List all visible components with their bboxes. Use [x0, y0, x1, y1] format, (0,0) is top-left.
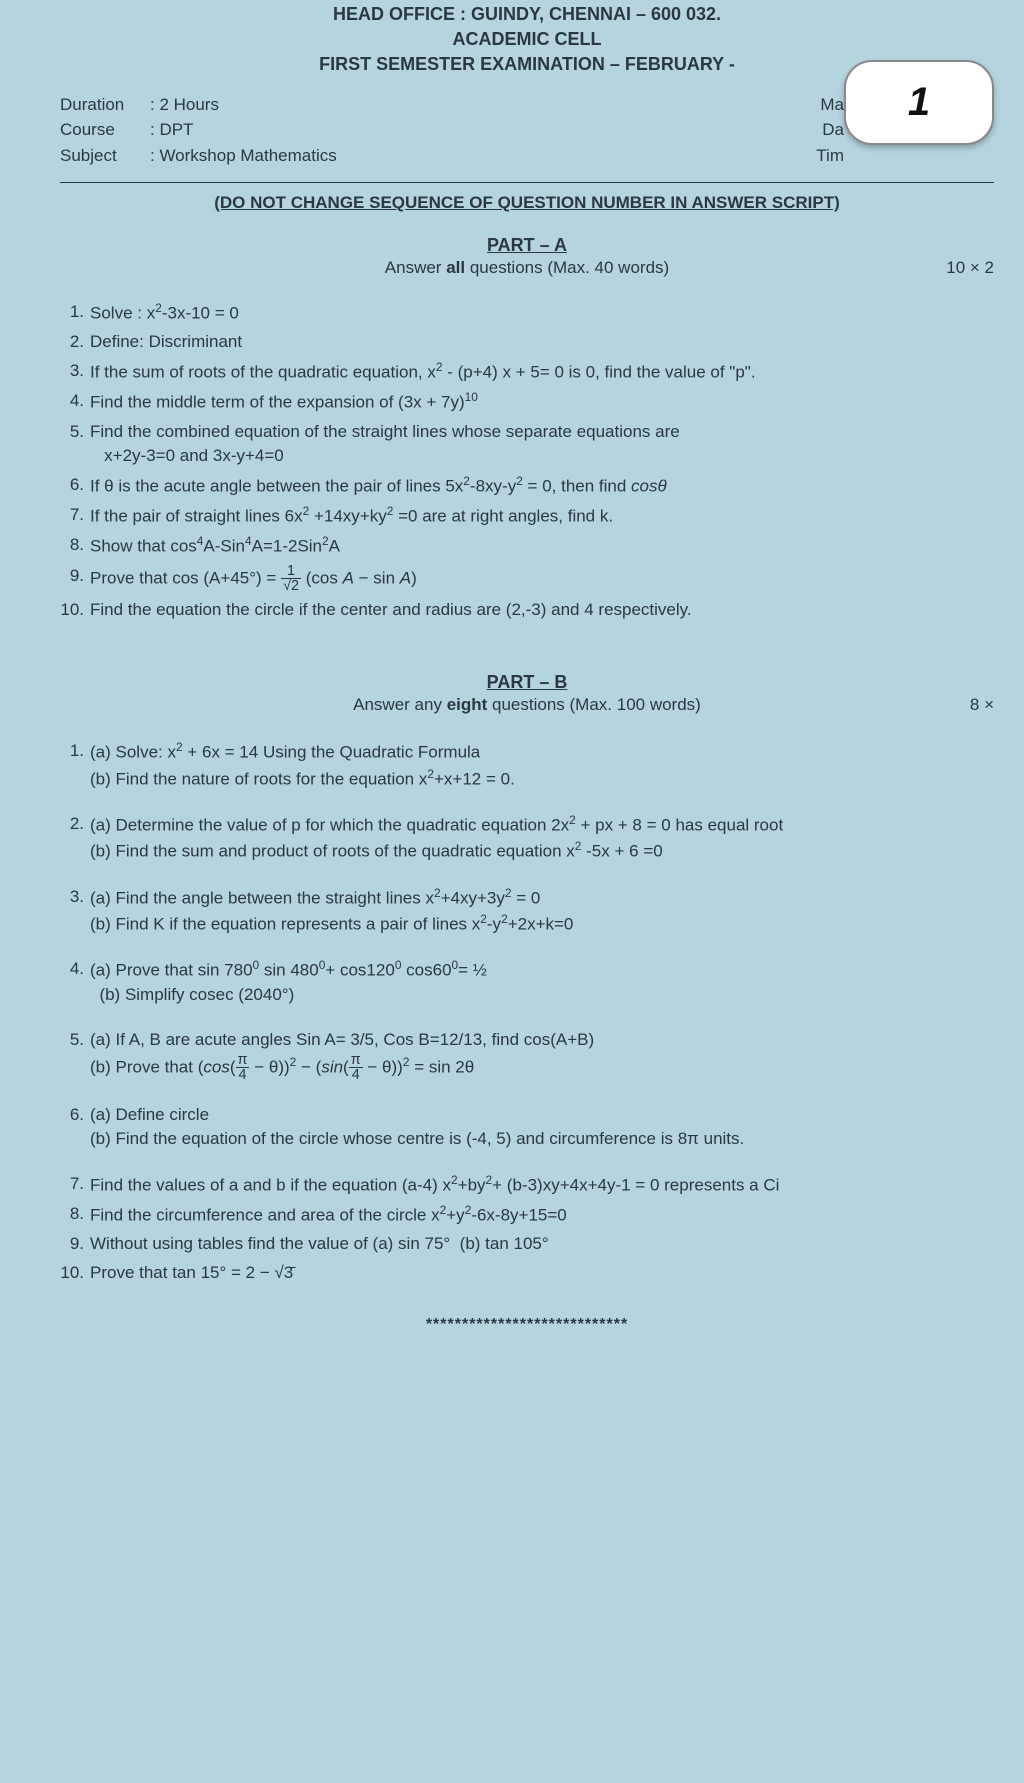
- header-office: HEAD OFFICE : GUINDY, CHENNAI – 600 032.: [60, 2, 994, 27]
- question-b5: 5.(a) If A, B are acute angles Sin A= 3/…: [60, 1028, 994, 1083]
- question-b8: 8.Find the circumference and area of the…: [60, 1202, 994, 1228]
- course-label: Course: [60, 117, 150, 143]
- instruction-line: (DO NOT CHANGE SEQUENCE OF QUESTION NUMB…: [60, 193, 994, 213]
- duration-value: : 2 Hours: [150, 95, 219, 114]
- meta-right-2: Da: [816, 117, 844, 143]
- footer-dots: ****************************: [60, 1316, 994, 1334]
- part-b-subtitle: Answer any eight questions (Max. 100 wor…: [60, 695, 994, 715]
- part-b-marks: 8 ×: [970, 695, 994, 715]
- question-a4: 4.Find the middle term of the expansion …: [60, 389, 994, 415]
- question-a6: 6.If θ is the acute angle between the pa…: [60, 473, 994, 499]
- part-b-list: 1.(a) Solve: x2 + 6x = 14 Using the Quad…: [60, 739, 994, 1285]
- question-b1: 1.(a) Solve: x2 + 6x = 14 Using the Quad…: [60, 739, 994, 792]
- duration-label: Duration: [60, 92, 150, 118]
- course-value: : DPT: [150, 120, 193, 139]
- question-a1: 1.Solve : x2-3x-10 = 0: [60, 300, 994, 326]
- question-b9: 9.Without using tables find the value of…: [60, 1232, 994, 1257]
- part-a-subtitle: Answer all questions (Max. 40 words) 10 …: [60, 258, 994, 278]
- question-b4: 4.(a) Prove that sin 7800 sin 4800+ cos1…: [60, 957, 994, 1008]
- question-b6: 6.(a) Define circle(b) Find the equation…: [60, 1103, 994, 1152]
- question-a10: 10.Find the equation the circle if the c…: [60, 598, 994, 623]
- part-a-list: 1.Solve : x2-3x-10 = 0 2.Define: Discrim…: [60, 300, 994, 622]
- divider: [60, 182, 994, 183]
- subject-value: : Workshop Mathematics: [150, 146, 337, 165]
- header-cell: ACADEMIC CELL: [60, 27, 994, 52]
- question-a7: 7.If the pair of straight lines 6x2 +14x…: [60, 503, 994, 529]
- part-a-marks: 10 × 2: [946, 258, 994, 278]
- question-b2: 2.(a) Determine the value of p for which…: [60, 812, 994, 865]
- question-a5: 5.Find the combined equation of the stra…: [60, 420, 994, 469]
- part-a-title: PART – A: [60, 235, 994, 256]
- question-b10: 10.Prove that tan 15° = 2 − √3̄: [60, 1261, 994, 1286]
- page-number-badge: 1: [844, 60, 994, 145]
- question-a9: 9.Prove that cos (A+45°) = 1√2 (cos A − …: [60, 564, 994, 594]
- question-a3: 3.If the sum of roots of the quadratic e…: [60, 359, 994, 385]
- question-a8: 8.Show that cos4A-Sin4A=1-2Sin2A: [60, 533, 994, 559]
- question-b3: 3.(a) Find the angle between the straigh…: [60, 885, 994, 938]
- part-b-title: PART – B: [60, 672, 994, 693]
- subject-label: Subject: [60, 143, 150, 169]
- question-b7: 7.Find the values of a and b if the equa…: [60, 1172, 994, 1198]
- meta-right-1: Ma: [816, 92, 844, 118]
- meta-right-3: Tim: [816, 143, 844, 169]
- question-a2: 2.Define: Discriminant: [60, 330, 994, 355]
